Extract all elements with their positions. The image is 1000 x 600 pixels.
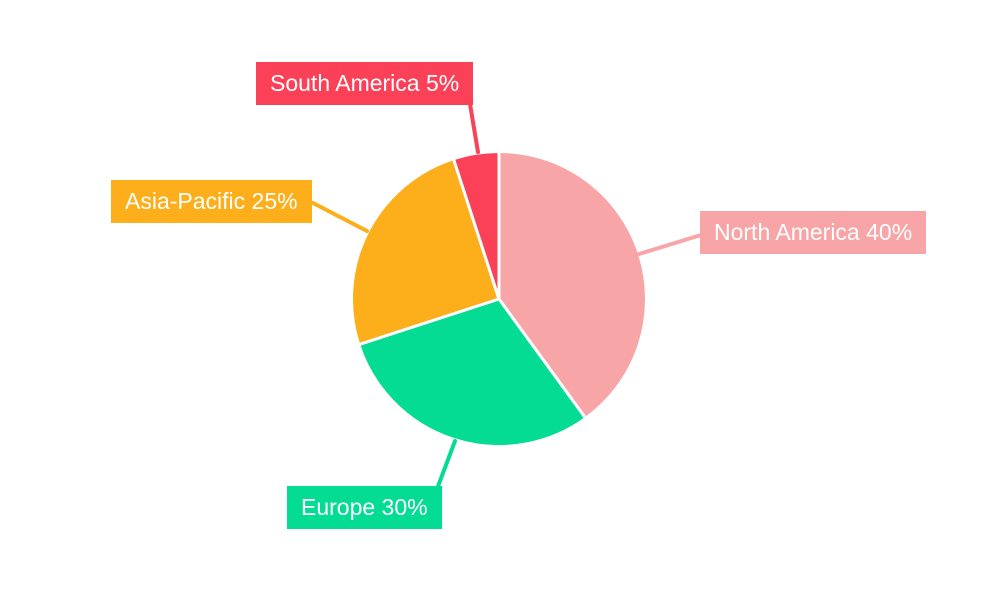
pie-slice-europe[interactable] [356, 297, 588, 448]
leader-line-asia-pacific [311, 201, 369, 233]
pie-label-south-america: South America 5% [256, 62, 474, 105]
leader-line-south-america [468, 102, 480, 154]
pie-label-north-america: North America 40% [700, 211, 927, 254]
pie-label-europe: Europe 30% [287, 486, 442, 529]
leader-line-north-america [637, 233, 703, 256]
pie-label-asia-pacific: Asia-Pacific 25% [111, 180, 312, 223]
pie-slice-south-america[interactable] [451, 149, 501, 300]
leader-line-europe [435, 439, 457, 491]
